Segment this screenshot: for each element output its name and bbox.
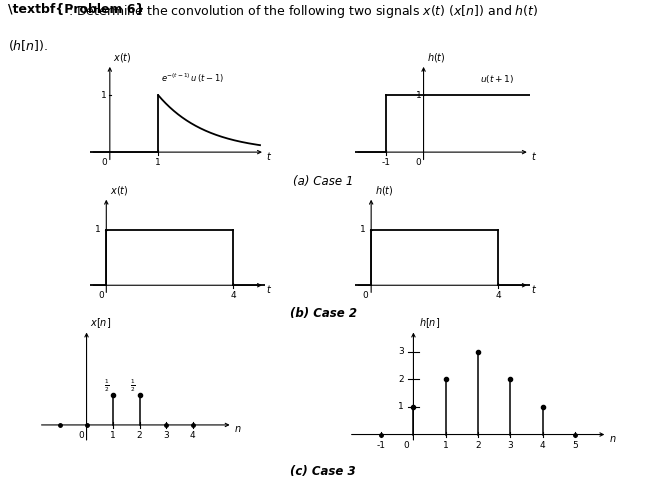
Text: 0: 0 [415,157,421,166]
Text: 0: 0 [101,157,107,166]
Text: 0: 0 [404,441,410,450]
Text: $x(t)$: $x(t)$ [110,184,129,197]
Text: $h[n]$: $h[n]$ [419,316,440,330]
Text: (c) Case 3: (c) Case 3 [290,465,356,478]
Text: 4: 4 [190,431,196,440]
Text: 1: 1 [156,157,161,166]
Text: $\frac{1}{2}$: $\frac{1}{2}$ [103,377,109,394]
Text: $t$: $t$ [266,150,273,162]
Text: 3: 3 [399,347,404,356]
Text: 1: 1 [399,402,404,411]
Text: $n$: $n$ [234,425,242,434]
Text: $h(t)$: $h(t)$ [375,184,393,197]
Text: 5: 5 [572,441,578,450]
Text: (a) Case 1: (a) Case 1 [293,175,353,187]
Text: 4: 4 [231,291,236,300]
Text: $t$: $t$ [266,283,273,295]
Text: 4: 4 [495,291,501,300]
Text: \textbf{Problem 6}: \textbf{Problem 6} [8,3,144,16]
Text: 4: 4 [540,441,545,450]
Text: 3: 3 [508,441,513,450]
Text: 1: 1 [95,225,101,235]
Text: 1: 1 [443,441,448,450]
Text: 1: 1 [415,91,421,100]
Text: $t$: $t$ [531,150,537,162]
Text: $h(t)$: $h(t)$ [427,51,446,64]
Text: 3: 3 [163,431,169,440]
Text: 2: 2 [137,431,143,440]
Text: 1: 1 [101,91,107,100]
Text: $e^{-(t-1)}\,u\,(t-1)$: $e^{-(t-1)}\,u\,(t-1)$ [161,72,224,85]
Text: 0: 0 [363,291,368,300]
Text: (b) Case 2: (b) Case 2 [289,308,357,320]
Text: -1: -1 [377,441,386,450]
Text: $u(t+1)$: $u(t+1)$ [481,73,515,85]
Text: 2: 2 [475,441,481,450]
Text: $\frac{1}{2}$: $\frac{1}{2}$ [130,377,136,394]
Text: $t$: $t$ [531,283,537,295]
Text: -1: -1 [381,157,390,166]
Text: 0: 0 [98,291,103,300]
Text: $n$: $n$ [609,434,617,444]
Text: : Determine the convolution of the following two signals $x(t)$ ($x[n]$) and $h(: : Determine the convolution of the follo… [68,3,538,20]
Text: $x[n]$: $x[n]$ [90,316,112,330]
Text: $x(t)$: $x(t)$ [113,51,132,64]
Text: 2: 2 [399,375,404,384]
Text: 0: 0 [78,431,83,440]
Text: 1: 1 [360,225,366,235]
Text: ($h[n]$).: ($h[n]$). [8,38,48,53]
Text: 1: 1 [110,431,116,440]
